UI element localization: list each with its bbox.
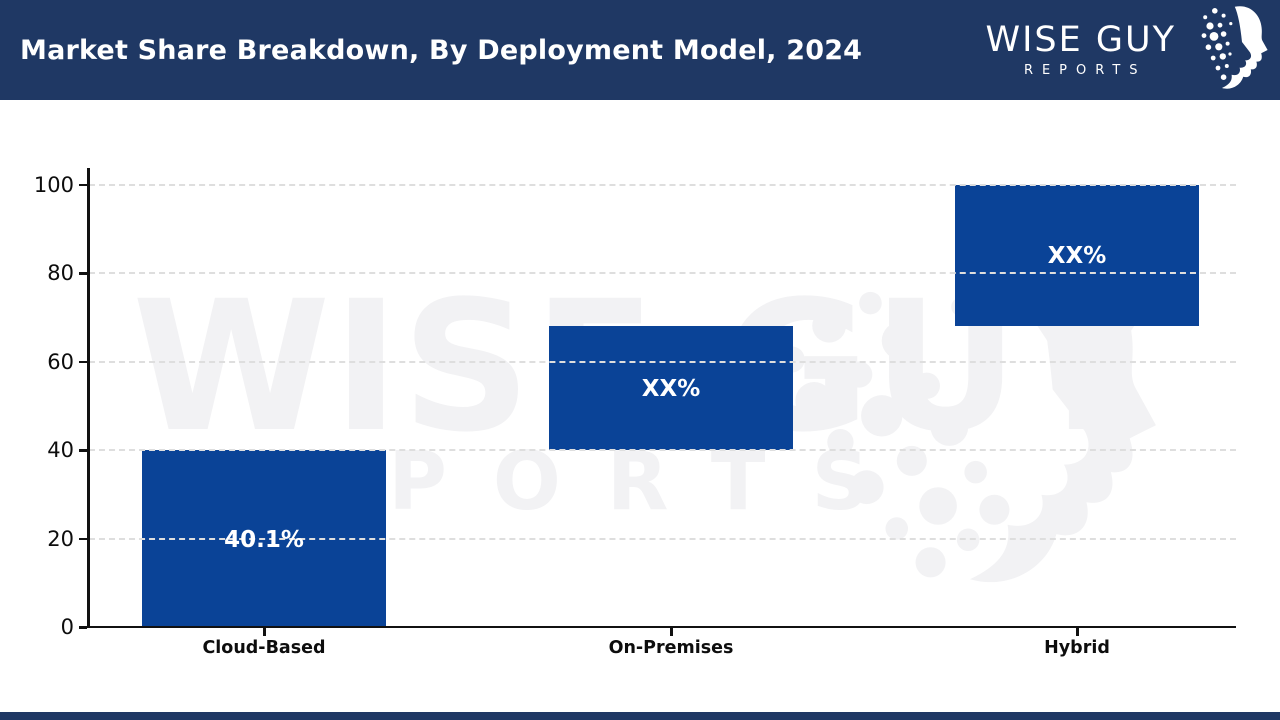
plot-area: 40.1% XX% XX% <box>89 170 1236 627</box>
logo-wiseguy-text: WISE GUY <box>985 20 1176 60</box>
y-tick <box>79 272 87 275</box>
bar <box>549 326 793 450</box>
gridline <box>89 183 1236 186</box>
y-tick-label: 0 <box>60 615 74 639</box>
y-tick-label: 20 <box>47 526 74 551</box>
bar-label: 40.1% <box>224 526 304 553</box>
page-title: Market Share Breakdown, By Deployment Mo… <box>20 34 863 66</box>
y-axis-spine <box>87 168 90 628</box>
x-axis-spine <box>87 625 1236 628</box>
footer-bar <box>0 712 1280 720</box>
y-tick <box>79 360 87 363</box>
chart-region: WISE GUY REPORTS 40.1% XX% XX% 0 20 40 60 <box>0 100 1280 712</box>
header: Market Share Breakdown, By Deployment Mo… <box>0 0 1280 100</box>
logo-text: WISE GUY REPORTS <box>985 20 1176 78</box>
y-tick <box>79 537 87 540</box>
y-tick <box>79 183 87 186</box>
y-tick-label: 60 <box>47 349 74 374</box>
x-tick-label: Hybrid <box>1044 638 1110 658</box>
logo: WISE GUY REPORTS <box>985 4 1270 96</box>
y-tick-label: 40 <box>47 438 74 462</box>
bar-label: XX% <box>1047 243 1107 270</box>
gridline <box>89 272 1236 274</box>
gridline <box>89 360 1236 363</box>
y-tick-label: 100 <box>33 172 74 197</box>
x-tick <box>263 628 266 636</box>
bar <box>955 184 1199 327</box>
logo-reports-text: REPORTS <box>1023 63 1147 78</box>
x-tick <box>670 628 673 636</box>
gridline <box>89 449 1236 451</box>
y-tick <box>79 626 87 629</box>
logo-face-icon <box>1178 2 1270 98</box>
y-tick-label: 80 <box>47 261 74 285</box>
watermark-face-icon <box>765 228 1160 602</box>
x-tick-label: Cloud-Based <box>202 638 326 658</box>
x-tick <box>1076 628 1079 636</box>
bar-label: XX% <box>641 376 701 403</box>
gridline <box>89 537 1236 540</box>
y-tick <box>79 449 87 452</box>
x-tick-label: On-Premises <box>608 638 734 658</box>
